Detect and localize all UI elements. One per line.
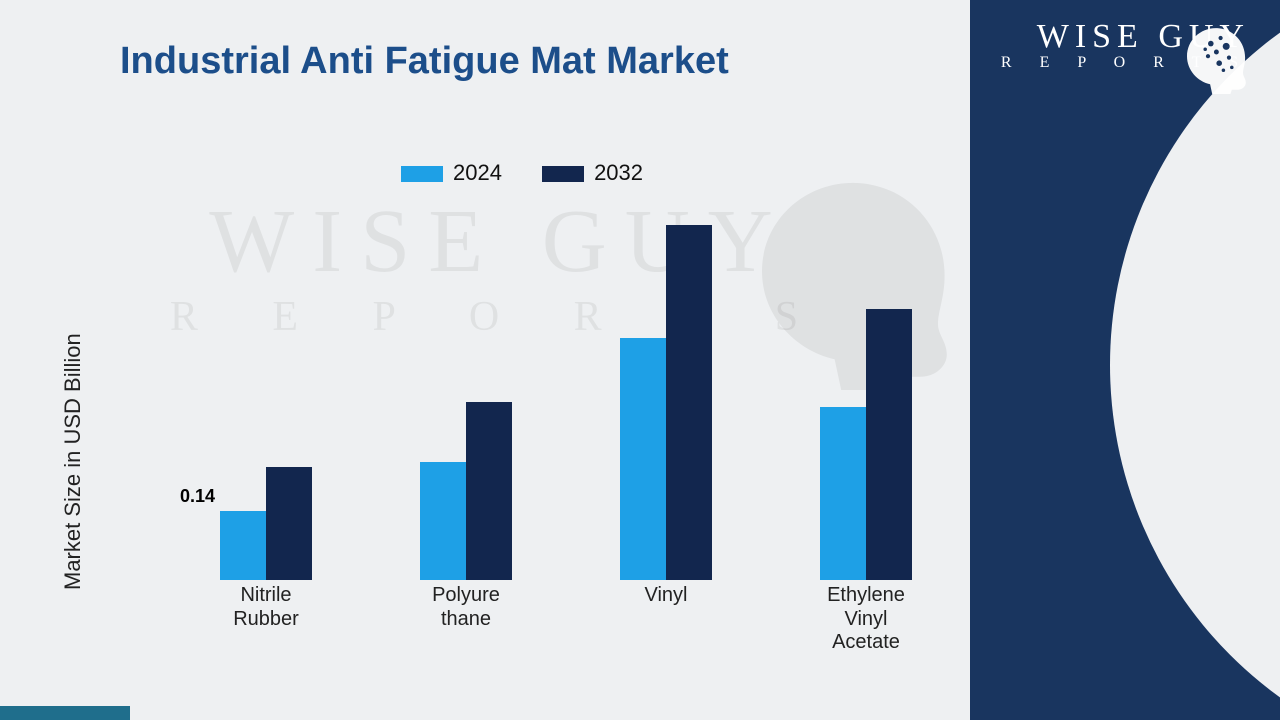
y-axis-label: Market Size in USD Billion <box>60 333 86 590</box>
legend: 2024 2032 <box>90 160 920 186</box>
footer-accent-bar <box>0 706 130 720</box>
page: Industrial Anti Fatigue Mat Market WISE … <box>0 0 1280 720</box>
bar <box>866 309 912 580</box>
bar <box>420 462 466 580</box>
category-label: NitrileRubber <box>186 580 346 631</box>
panel-cutout-circle <box>1110 0 1280 720</box>
bar-value-label: 0.14 <box>180 486 215 507</box>
bar <box>266 467 312 580</box>
brand-logo: WISE GUY R E P O R T S <box>990 18 1250 72</box>
bar-chart: Market Size in USD Billion 2024 2032 Nit… <box>90 170 920 610</box>
plot-area: NitrileRubber0.14 Polyurethane Vinyl Ethyle… <box>160 210 920 580</box>
bar <box>466 402 512 580</box>
bar-group: EthyleneVinylAcetate <box>820 309 912 580</box>
chart-title: Industrial Anti Fatigue Mat Market <box>120 40 729 83</box>
category-label: EthyleneVinylAcetate <box>786 580 946 655</box>
category-label: Polyurethane <box>386 580 546 631</box>
bar <box>220 511 266 580</box>
bar <box>820 407 866 580</box>
bar-group: NitrileRubber0.14 <box>220 467 312 580</box>
legend-label-2032: 2032 <box>594 160 643 185</box>
bar-group: Polyurethane <box>420 402 512 580</box>
legend-swatch-2024 <box>401 166 443 182</box>
legend-swatch-2032 <box>542 166 584 182</box>
bar <box>666 225 712 580</box>
bar <box>620 338 666 580</box>
legend-label-2024: 2024 <box>453 160 502 185</box>
bar-group: Vinyl <box>620 225 712 580</box>
right-panel <box>970 0 1280 720</box>
category-label: Vinyl <box>586 580 746 608</box>
brain-head-icon <box>1180 24 1250 94</box>
